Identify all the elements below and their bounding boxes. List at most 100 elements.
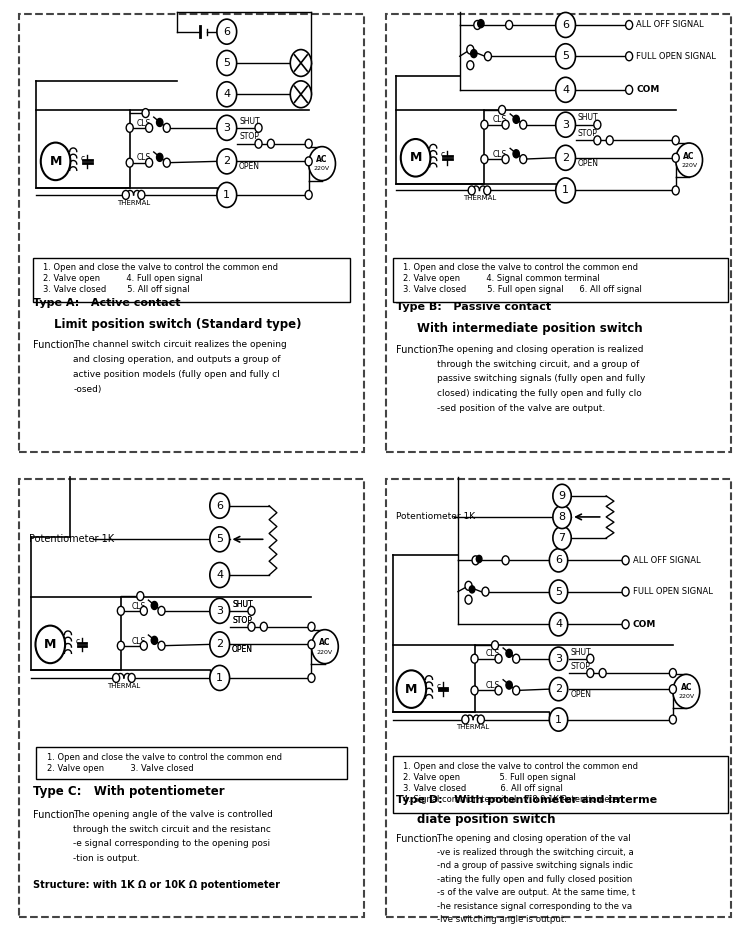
Text: 1: 1 (555, 714, 562, 724)
Text: c: c (76, 637, 80, 646)
Text: 4: 4 (224, 89, 230, 100)
Text: THERMAL: THERMAL (107, 682, 140, 689)
Circle shape (478, 20, 484, 28)
Circle shape (481, 120, 488, 129)
Bar (393, 645, 475, 712)
Circle shape (506, 681, 512, 689)
Text: STOP: STOP (239, 132, 259, 142)
Text: 4: 4 (555, 619, 562, 629)
Circle shape (477, 715, 484, 724)
Text: -ve is realized through the switching circuit, a: -ve is realized through the switching ci… (436, 848, 634, 857)
Text: -ating the fully open and fully closed position: -ating the fully open and fully closed p… (436, 875, 632, 884)
Text: THERMAL: THERMAL (457, 724, 490, 731)
Circle shape (549, 548, 568, 572)
Circle shape (210, 493, 230, 519)
Circle shape (556, 145, 575, 170)
Circle shape (248, 606, 255, 615)
Circle shape (210, 562, 230, 587)
Circle shape (466, 45, 474, 54)
Circle shape (495, 686, 502, 695)
Text: Function:: Function: (33, 340, 78, 350)
Text: -e signal corresponding to the opening posi: -e signal corresponding to the opening p… (74, 840, 270, 848)
Circle shape (499, 105, 506, 115)
Circle shape (146, 158, 153, 168)
Text: 6: 6 (555, 555, 562, 565)
Text: CLS: CLS (493, 115, 507, 125)
Text: 2. Valve open          3. Valve closed: 2. Valve open 3. Valve closed (46, 763, 194, 773)
Circle shape (506, 649, 512, 657)
Circle shape (255, 123, 262, 132)
Circle shape (308, 640, 315, 649)
Text: c: c (441, 150, 446, 159)
Circle shape (468, 186, 476, 195)
Circle shape (290, 81, 311, 108)
Circle shape (506, 20, 513, 30)
Text: 6: 6 (562, 20, 569, 30)
Text: The channel switch circuit realizes the opening: The channel switch circuit realizes the … (74, 340, 287, 349)
Circle shape (164, 158, 170, 168)
Text: FULL OPEN SIGNAL: FULL OPEN SIGNAL (636, 52, 716, 61)
Text: ALL OFF SIGNAL: ALL OFF SIGNAL (633, 556, 700, 565)
Circle shape (553, 484, 572, 507)
Circle shape (626, 20, 633, 30)
Circle shape (556, 77, 575, 102)
Circle shape (484, 186, 490, 195)
Circle shape (549, 678, 568, 701)
Text: Type D:   With potentiometer and interme: Type D: With potentiometer and interme (396, 795, 657, 805)
Text: -lve switching angle is output.: -lve switching angle is output. (436, 915, 567, 924)
Text: CLS: CLS (131, 601, 146, 611)
Text: 2. Valve open               5. Full open signal: 2. Valve open 5. Full open signal (404, 773, 576, 782)
Circle shape (586, 654, 594, 663)
Circle shape (553, 526, 572, 549)
Circle shape (556, 44, 575, 69)
Circle shape (126, 123, 134, 132)
Text: With intermediate position switch: With intermediate position switch (417, 322, 643, 335)
Circle shape (549, 580, 568, 603)
Bar (31, 597, 121, 670)
Circle shape (484, 52, 491, 61)
Text: -sed position of the valve are output.: -sed position of the valve are output. (436, 404, 605, 412)
Circle shape (210, 666, 230, 691)
Circle shape (217, 115, 237, 141)
Circle shape (255, 140, 262, 148)
Circle shape (217, 50, 237, 75)
Text: STOP: STOP (232, 616, 252, 626)
Text: OPEN: OPEN (232, 645, 253, 654)
Text: -osed): -osed) (74, 385, 101, 394)
Text: closed) indicating the fully open and fully clo: closed) indicating the fully open and fu… (436, 389, 641, 398)
Circle shape (152, 637, 157, 644)
Text: Function:: Function: (396, 834, 441, 844)
Circle shape (513, 115, 519, 123)
Circle shape (669, 684, 676, 694)
Text: Potentiometer 1K: Potentiometer 1K (29, 534, 114, 545)
Text: Structure: with 1K Ω or 10K Ω potentiometer: Structure: with 1K Ω or 10K Ω potentiome… (33, 880, 280, 890)
Circle shape (482, 587, 489, 596)
Text: 6: 6 (224, 27, 230, 36)
Circle shape (260, 622, 267, 631)
Text: -tion is output.: -tion is output. (74, 854, 140, 863)
Circle shape (397, 670, 426, 708)
Text: The opening and closing operation of the val: The opening and closing operation of the… (436, 834, 631, 843)
Text: M: M (405, 682, 418, 695)
Circle shape (471, 686, 478, 695)
Circle shape (157, 118, 163, 127)
Circle shape (465, 581, 472, 590)
Circle shape (35, 626, 65, 663)
Circle shape (549, 647, 568, 670)
Text: 3. Valve closed             6. All off signal: 3. Valve closed 6. All off signal (404, 784, 563, 793)
Text: OPEN: OPEN (232, 645, 253, 654)
Text: M: M (44, 638, 56, 651)
Text: Type A:   Active contact: Type A: Active contact (33, 298, 180, 308)
Circle shape (290, 49, 311, 76)
Text: c: c (81, 154, 86, 163)
Circle shape (217, 82, 237, 107)
Circle shape (217, 149, 237, 174)
Circle shape (267, 140, 274, 148)
Circle shape (672, 154, 680, 162)
Text: The opening angle of the valve is controlled: The opening angle of the valve is contro… (74, 810, 273, 819)
Circle shape (158, 606, 165, 615)
Circle shape (210, 632, 230, 657)
Circle shape (471, 654, 478, 663)
Text: Type C:   With potentiometer: Type C: With potentiometer (33, 785, 224, 798)
Circle shape (474, 20, 481, 30)
